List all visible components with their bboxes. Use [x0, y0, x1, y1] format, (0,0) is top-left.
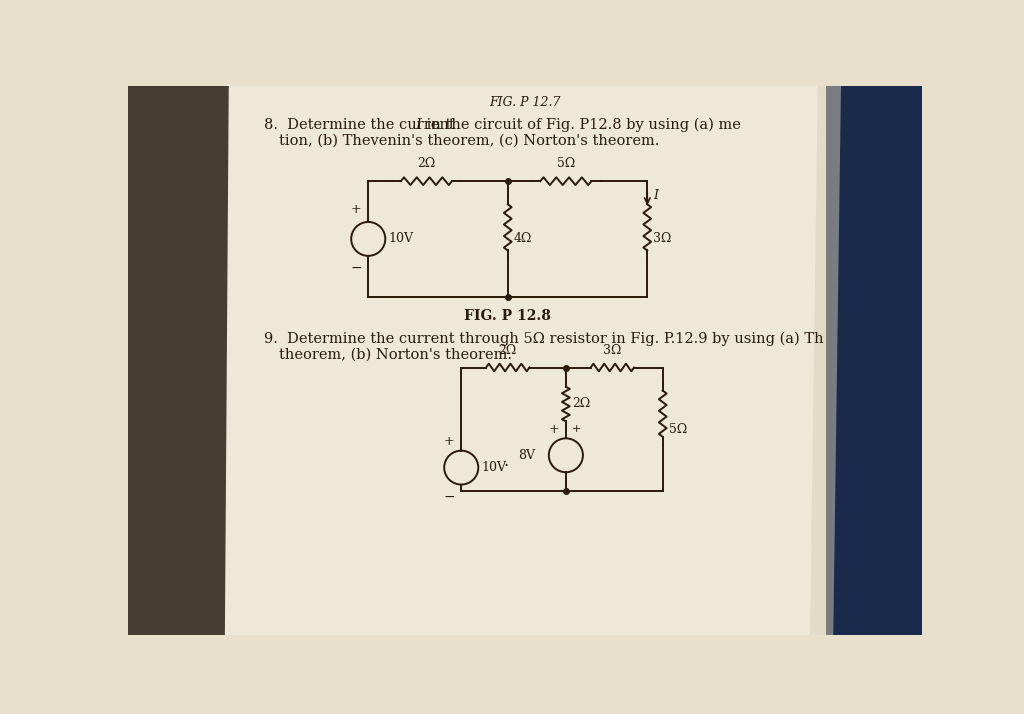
Text: in the circuit of Fig. P12.8 by using (a) me: in the circuit of Fig. P12.8 by using (a… — [423, 118, 741, 132]
Text: 3Ω: 3Ω — [653, 233, 672, 246]
Text: +: + — [443, 435, 455, 448]
Text: −: − — [443, 490, 455, 504]
Text: theorem, (b) Norton's theorem.: theorem, (b) Norton's theorem. — [280, 348, 512, 361]
Text: 10V: 10V — [388, 233, 414, 246]
Polygon shape — [225, 86, 841, 635]
Text: 2Ω: 2Ω — [417, 157, 435, 171]
Text: 8V: 8V — [518, 449, 535, 462]
Text: 10V: 10V — [481, 461, 507, 474]
Text: I: I — [653, 188, 658, 201]
Text: 5Ω: 5Ω — [557, 157, 575, 171]
Text: tion, (b) Thevenin's theorem, (c) Norton's theorem.: tion, (b) Thevenin's theorem, (c) Norton… — [280, 134, 659, 147]
Polygon shape — [128, 86, 248, 635]
Text: +: + — [572, 424, 582, 434]
Polygon shape — [825, 86, 922, 635]
Text: 5Ω: 5Ω — [669, 423, 687, 436]
Text: I: I — [415, 118, 421, 132]
Text: 8.  Determine the current: 8. Determine the current — [263, 118, 459, 132]
Text: 2Ω: 2Ω — [499, 343, 517, 357]
Text: 2Ω: 2Ω — [572, 397, 590, 410]
Text: 9.  Determine the current through 5Ω resistor in Fig. P.12.9 by using (a) Th: 9. Determine the current through 5Ω resi… — [263, 332, 823, 346]
Text: 3Ω: 3Ω — [603, 343, 622, 357]
Text: 4Ω: 4Ω — [514, 233, 532, 246]
Text: ·: · — [504, 458, 509, 475]
Text: −: − — [350, 261, 361, 275]
Text: FIG. P 12.7: FIG. P 12.7 — [489, 96, 560, 109]
Text: +: + — [350, 203, 361, 216]
Polygon shape — [810, 86, 841, 635]
Text: FIG. P 12.8: FIG. P 12.8 — [464, 309, 551, 323]
Text: +: + — [548, 423, 559, 436]
